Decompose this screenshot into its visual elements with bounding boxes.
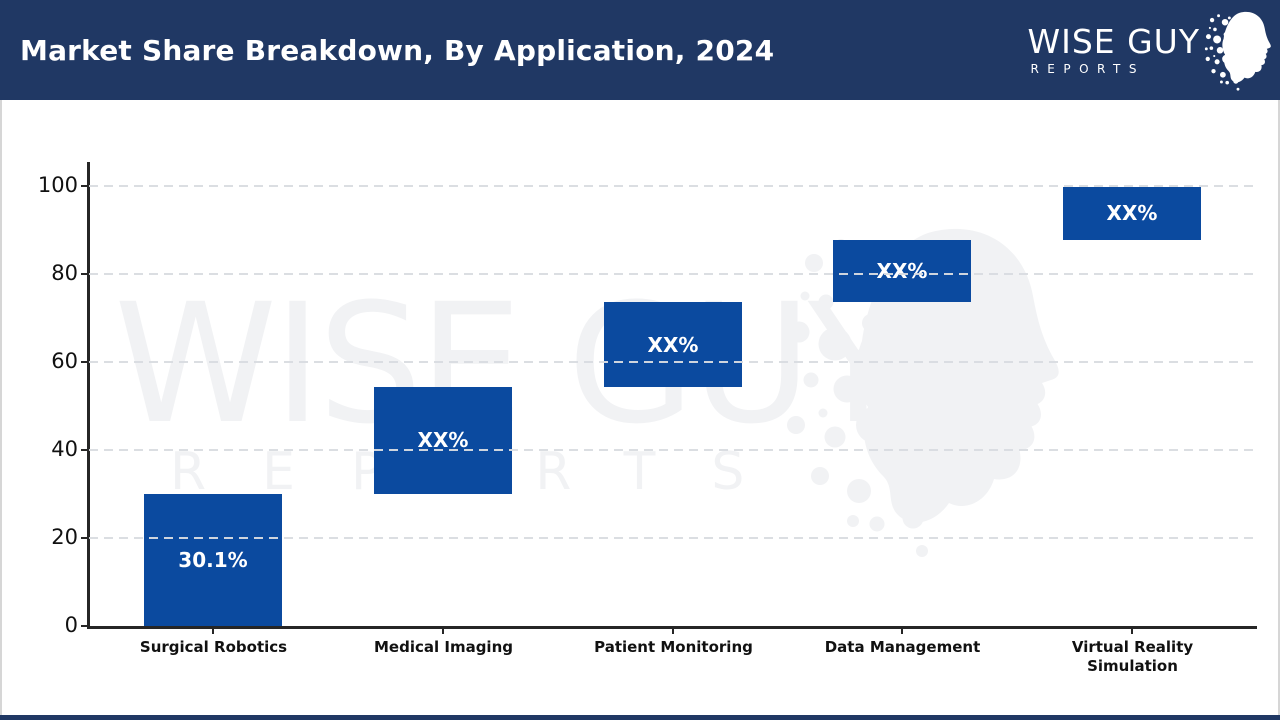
gridline-60 xyxy=(89,361,1255,363)
x-tick-mark xyxy=(442,626,444,634)
chart-area: WISE GUY REPORTS xyxy=(0,100,1280,715)
y-tick-mark xyxy=(81,273,89,275)
y-tick-label: 20 xyxy=(51,525,78,549)
y-tick-label: 40 xyxy=(51,437,78,461)
y-tick-label: 100 xyxy=(37,173,78,197)
bar-value-label: 30.1% xyxy=(178,547,248,572)
y-axis-line xyxy=(87,162,90,628)
y-tick-label: 80 xyxy=(51,261,78,285)
x-tick-mark xyxy=(901,626,903,634)
y-tick-label: 0 xyxy=(64,613,78,637)
wise-guy-logo: WISE GUY REPORTS xyxy=(1027,0,1274,100)
bar-1: XX% xyxy=(374,387,512,494)
x-tick-mark xyxy=(1131,626,1133,634)
y-tick-mark xyxy=(81,449,89,451)
logo-wordmark: WISE GUY REPORTS xyxy=(1027,21,1200,76)
x-tick-label-4: Virtual Reality Simulation xyxy=(1071,638,1194,675)
logo-wordmark-line1: WISE GUY xyxy=(1027,21,1200,61)
bar-2: XX% xyxy=(604,302,742,388)
y-tick-mark xyxy=(81,537,89,539)
logo-face-icon xyxy=(1204,11,1271,91)
bar-3: XX% xyxy=(833,240,971,303)
y-tick-mark xyxy=(81,185,89,187)
y-tick-label: 60 xyxy=(51,349,78,373)
bar-0: 30.1% xyxy=(144,493,282,626)
x-tick-label-3: Data Management xyxy=(824,638,981,656)
bar-value-label: XX% xyxy=(417,428,469,453)
y-tick-mark xyxy=(81,361,89,363)
x-tick-mark xyxy=(212,626,214,634)
gridline-100 xyxy=(89,185,1255,187)
bottom-strip xyxy=(0,715,1280,720)
logo-wordmark-line2: REPORTS xyxy=(1030,61,1145,76)
header: Market Share Breakdown, By Application, … xyxy=(0,0,1280,100)
gridline-20 xyxy=(89,537,1255,539)
bar-value-label: XX% xyxy=(1106,201,1158,226)
y-tick-mark xyxy=(81,625,89,627)
x-tick-label-2: Patient Monitoring xyxy=(594,638,753,656)
gridline-40 xyxy=(89,449,1255,451)
bar-value-label: XX% xyxy=(647,332,699,357)
chart-title: Market Share Breakdown, By Application, … xyxy=(20,33,775,67)
x-tick-mark xyxy=(672,626,674,634)
bar-value-label: XX% xyxy=(876,259,928,284)
x-tick-label-0: Surgical Robotics xyxy=(139,638,288,656)
bar-4: XX% xyxy=(1063,186,1201,241)
x-tick-label-1: Medical Imaging xyxy=(374,638,513,656)
gridline-80 xyxy=(89,273,1255,275)
